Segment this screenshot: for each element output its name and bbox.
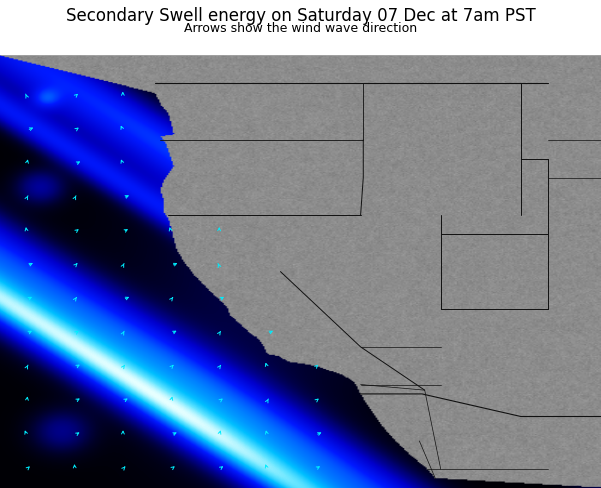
Text: Secondary Swell energy on Saturday 07 Dec at 7am PST: Secondary Swell energy on Saturday 07 De… [66,7,535,25]
Text: Arrows show the wind wave direction: Arrows show the wind wave direction [184,22,417,35]
